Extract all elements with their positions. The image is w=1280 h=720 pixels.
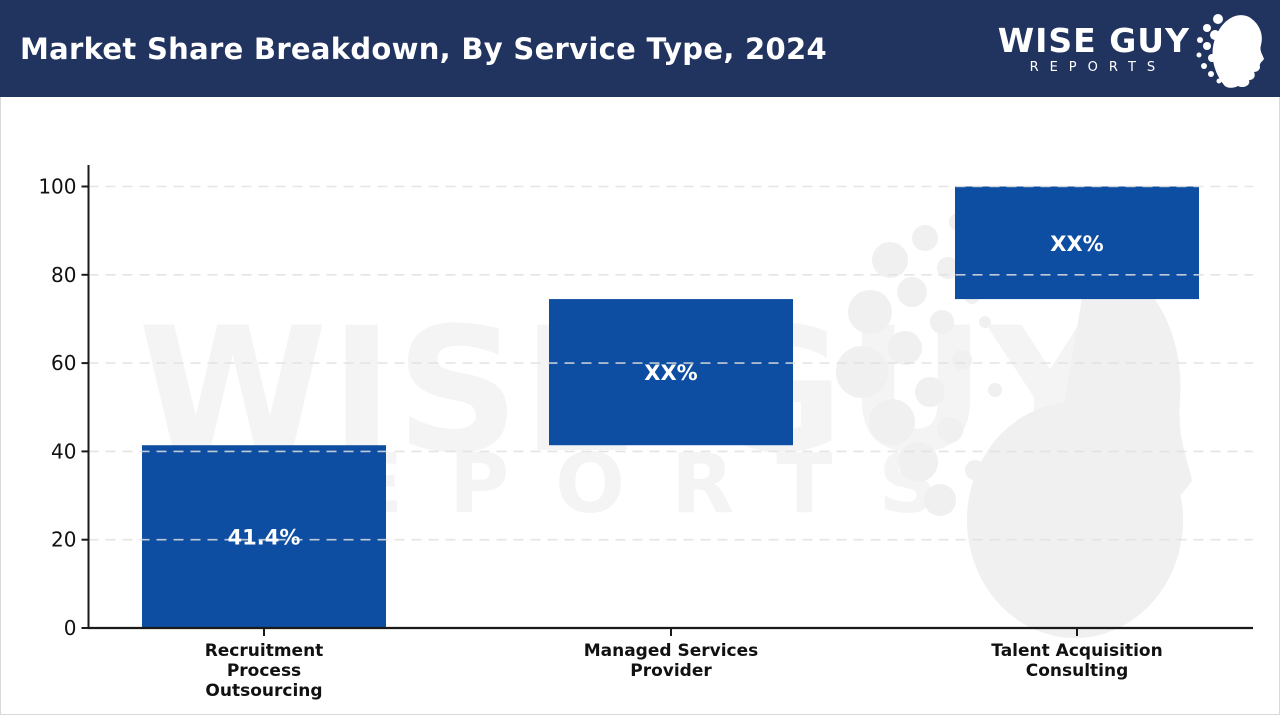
watermark-face-dot <box>924 484 956 516</box>
y-tick-label: 0 <box>64 616 77 640</box>
header: Market Share Breakdown, By Service Type,… <box>0 0 1280 97</box>
watermark-face-dot <box>930 310 954 334</box>
bar-segment <box>549 299 793 446</box>
wiseguy-logo-subtitle: REPORTS <box>1029 59 1167 75</box>
watermark-face-dot <box>912 225 938 251</box>
bar-segment <box>955 186 1199 300</box>
category-label: Recruitment Process Outsourcing <box>205 641 324 701</box>
y-tick-label: 80 <box>51 263 76 287</box>
wiseguy-face-icon <box>1196 13 1264 88</box>
watermark-face-dot <box>869 399 915 445</box>
bar-value-label: XX% <box>1050 232 1103 256</box>
wiseguy-logo: WISE GUY REPORTS <box>998 8 1266 90</box>
watermark-face-dot <box>898 442 938 482</box>
watermark-face-dot <box>872 242 908 278</box>
y-tick-label: 60 <box>51 351 76 375</box>
watermark-face-dot <box>952 350 972 370</box>
category-label: Managed Services Provider <box>584 641 759 681</box>
category-label: Talent Acquisition Consulting <box>991 641 1162 681</box>
watermark-face-dot <box>848 290 892 334</box>
watermark-face-dot <box>937 417 963 443</box>
watermark-face-profile <box>1040 250 1192 582</box>
page-title: Market Share Breakdown, By Service Type,… <box>20 31 827 66</box>
watermark-face-dot <box>888 331 922 365</box>
watermark-face-dot <box>897 277 927 307</box>
y-tick-label: 40 <box>51 439 76 463</box>
watermark-face-dot <box>937 257 959 279</box>
y-tick-label: 100 <box>38 175 76 199</box>
bar-value-label: 41.4% <box>228 526 301 550</box>
watermark-face-dot <box>836 346 888 398</box>
bar-segment <box>142 445 386 628</box>
watermark-face-dot <box>979 316 991 328</box>
bar-value-label: XX% <box>644 361 697 385</box>
watermark-face-dot <box>988 383 1002 397</box>
y-tick-label: 20 <box>51 528 76 552</box>
wiseguy-logo-text: WISE GUY REPORTS <box>998 24 1190 74</box>
watermark-face-dot <box>915 377 945 407</box>
wiseguy-logo-wordmark: WISE GUY <box>997 20 1190 60</box>
